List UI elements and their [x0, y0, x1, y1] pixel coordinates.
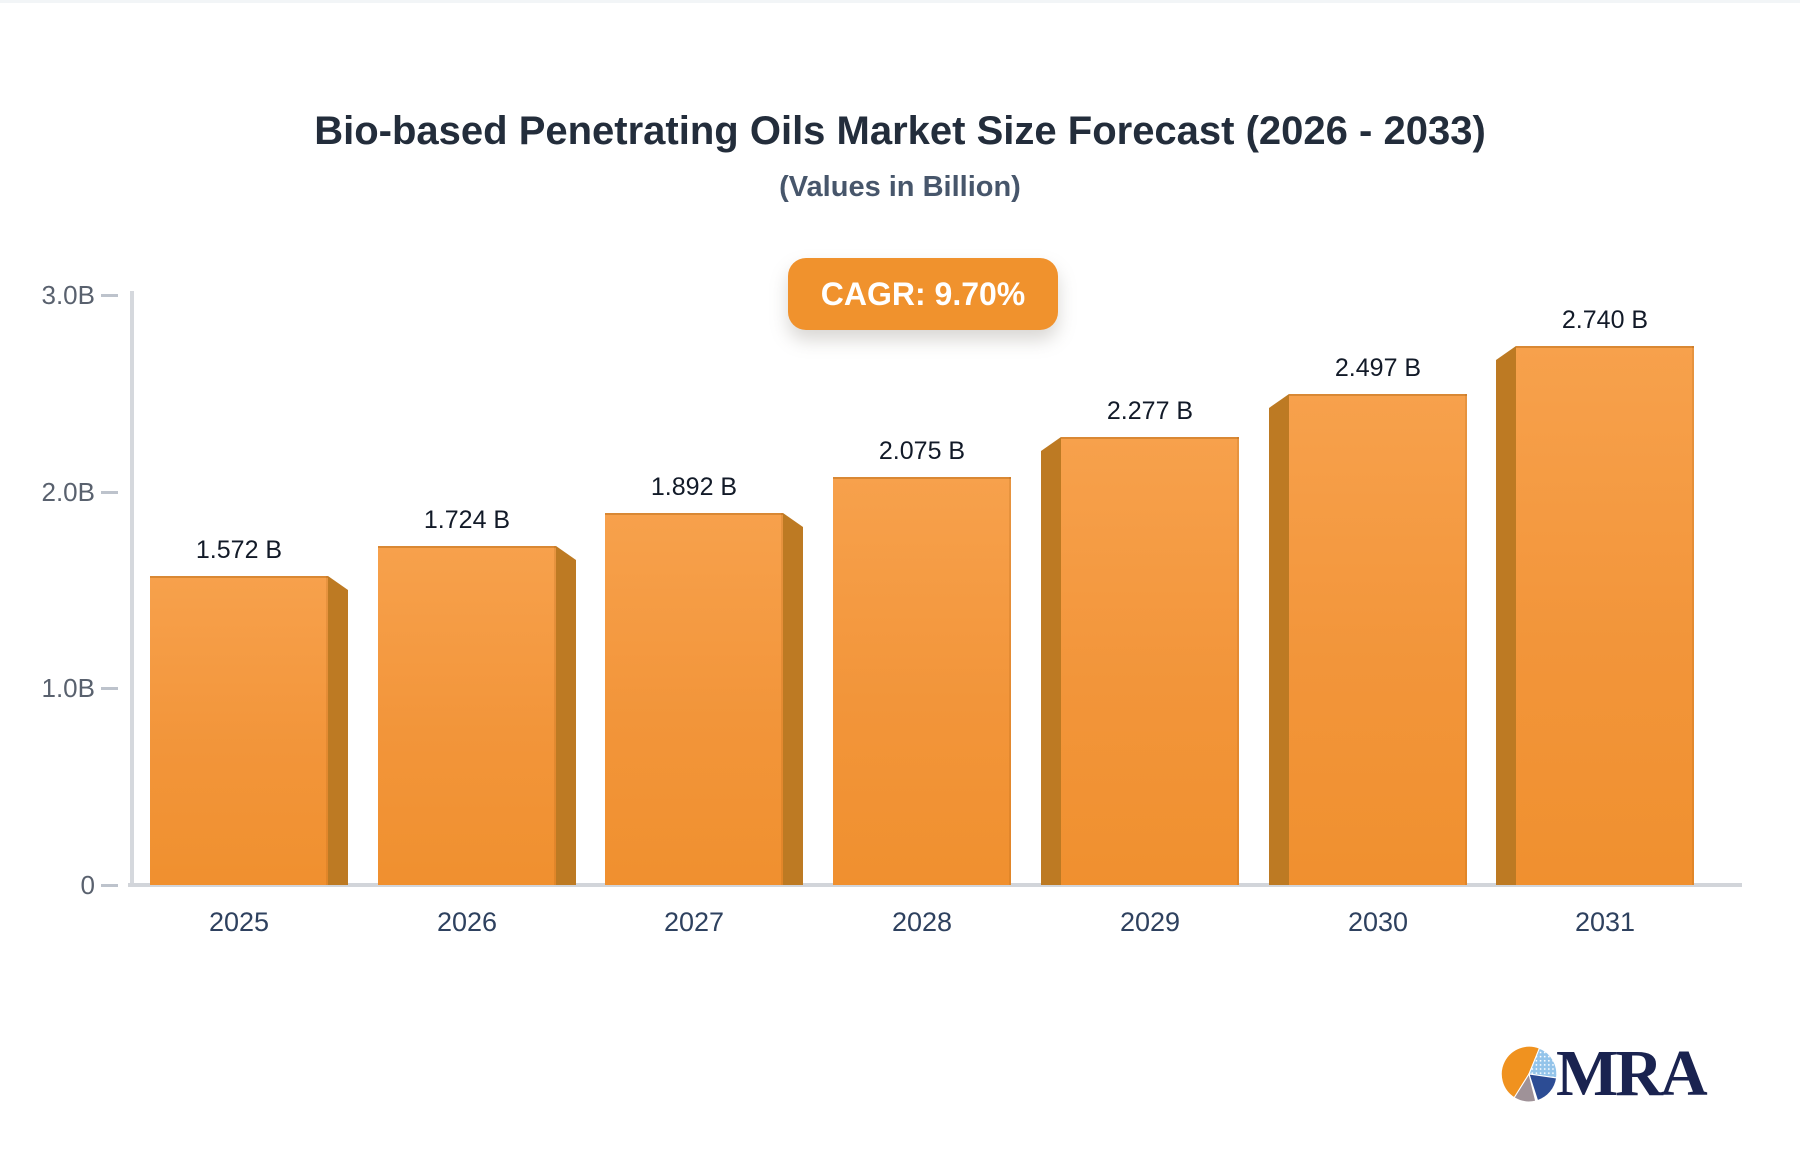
y-axis-line — [130, 291, 134, 887]
bar-value-label: 2.277 B — [1106, 397, 1194, 425]
x-axis-label-2030: 2030 — [1347, 907, 1409, 937]
x-axis-label-2026: 2026 — [436, 907, 498, 937]
bar-side-face — [556, 546, 576, 885]
bar-2030 — [1289, 394, 1467, 885]
bar-value-label: 1.892 B — [650, 473, 738, 501]
pie-chart-logo-icon — [1500, 1045, 1558, 1103]
y-tick-label: 0 — [80, 870, 95, 900]
bar-value-label: 1.724 B — [423, 506, 511, 534]
x-axis-label-2028: 2028 — [891, 907, 953, 937]
mra-logo: MRA — [1498, 1039, 1758, 1109]
x-axis-label-2031: 2031 — [1574, 907, 1636, 937]
bar-value-label: 2.075 B — [878, 437, 966, 465]
bar-side-face — [1269, 394, 1289, 885]
x-axis-label-2027: 2027 — [663, 907, 725, 937]
bar-value-label: 2.497 B — [1334, 354, 1422, 382]
bar-value-label: 2.740 B — [1561, 306, 1649, 334]
bar-side-face — [1496, 346, 1516, 885]
cagr-badge-label: CAGR: 9.70% — [820, 275, 1026, 312]
bar-2026 — [378, 546, 556, 885]
chart-subtitle: (Values in Billion) — [779, 171, 1021, 203]
bar-2031 — [1516, 346, 1694, 885]
y-tick-label: 3.0B — [41, 280, 96, 310]
x-axis-label-2025: 2025 — [208, 907, 270, 937]
bar-side-face — [1041, 437, 1061, 885]
y-tick-dash — [101, 294, 118, 297]
x-axis-label-2029: 2029 — [1119, 907, 1181, 937]
x-axis-baseline — [128, 883, 1742, 887]
y-tick-dash — [101, 491, 118, 494]
y-tick-label: 1.0B — [41, 673, 96, 703]
y-tick-dash — [101, 884, 118, 887]
chart-title: Bio-based Penetrating Oils Market Size F… — [314, 109, 1486, 153]
bar-2029 — [1061, 437, 1239, 885]
mra-logo-text: MRA — [1556, 1037, 1708, 1110]
bar-side-face — [783, 513, 803, 885]
bar-value-label: 1.572 B — [195, 536, 283, 564]
bar-2027 — [605, 513, 783, 885]
bar-side-face — [328, 576, 348, 885]
bar-2028 — [833, 477, 1011, 885]
cagr-badge: CAGR: 9.70% — [788, 258, 1058, 330]
y-tick-dash — [101, 687, 118, 690]
y-tick-label: 2.0B — [41, 477, 96, 507]
bar-2025 — [150, 576, 328, 885]
